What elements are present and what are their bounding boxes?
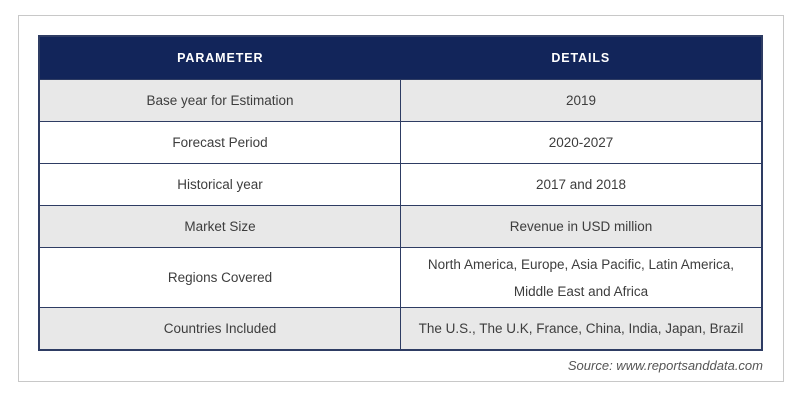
table-header-row: PARAMETER DETAILS bbox=[39, 36, 762, 80]
table-row-historical-year: Historical year 2017 and 2018 bbox=[38, 163, 763, 206]
details-cell: North America, Europe, Asia Pacific, Lat… bbox=[400, 247, 763, 308]
parameter-cell: Regions Covered bbox=[38, 247, 401, 308]
table-row-forecast-period: Forecast Period 2020-2027 bbox=[38, 121, 763, 164]
parameter-cell: Countries Included bbox=[38, 307, 401, 351]
table-row-regions-covered: Regions Covered North America, Europe, A… bbox=[38, 247, 763, 308]
table-row-base-year: Base year for Estimation 2019 bbox=[38, 79, 763, 122]
source-attribution: Source: www.reportsanddata.com bbox=[567, 358, 763, 373]
column-header-details: DETAILS bbox=[400, 36, 762, 80]
table-row-countries-included: Countries Included The U.S., The U.K, Fr… bbox=[38, 307, 763, 351]
report-scope-table: PARAMETER DETAILS Base year for Estimati… bbox=[38, 35, 763, 351]
page-frame: PARAMETER DETAILS Base year for Estimati… bbox=[18, 15, 784, 382]
details-cell: The U.S., The U.K, France, China, India,… bbox=[400, 307, 763, 351]
parameter-cell: Base year for Estimation bbox=[38, 79, 401, 122]
table-row-market-size: Market Size Revenue in USD million bbox=[38, 205, 763, 248]
parameter-cell: Forecast Period bbox=[38, 121, 401, 164]
details-cell: 2017 and 2018 bbox=[400, 163, 763, 206]
details-cell: 2019 bbox=[400, 79, 763, 122]
details-cell: Revenue in USD million bbox=[400, 205, 763, 248]
parameter-cell: Historical year bbox=[38, 163, 401, 206]
parameter-cell: Market Size bbox=[38, 205, 401, 248]
column-header-parameter: PARAMETER bbox=[39, 36, 401, 80]
details-cell: 2020-2027 bbox=[400, 121, 763, 164]
